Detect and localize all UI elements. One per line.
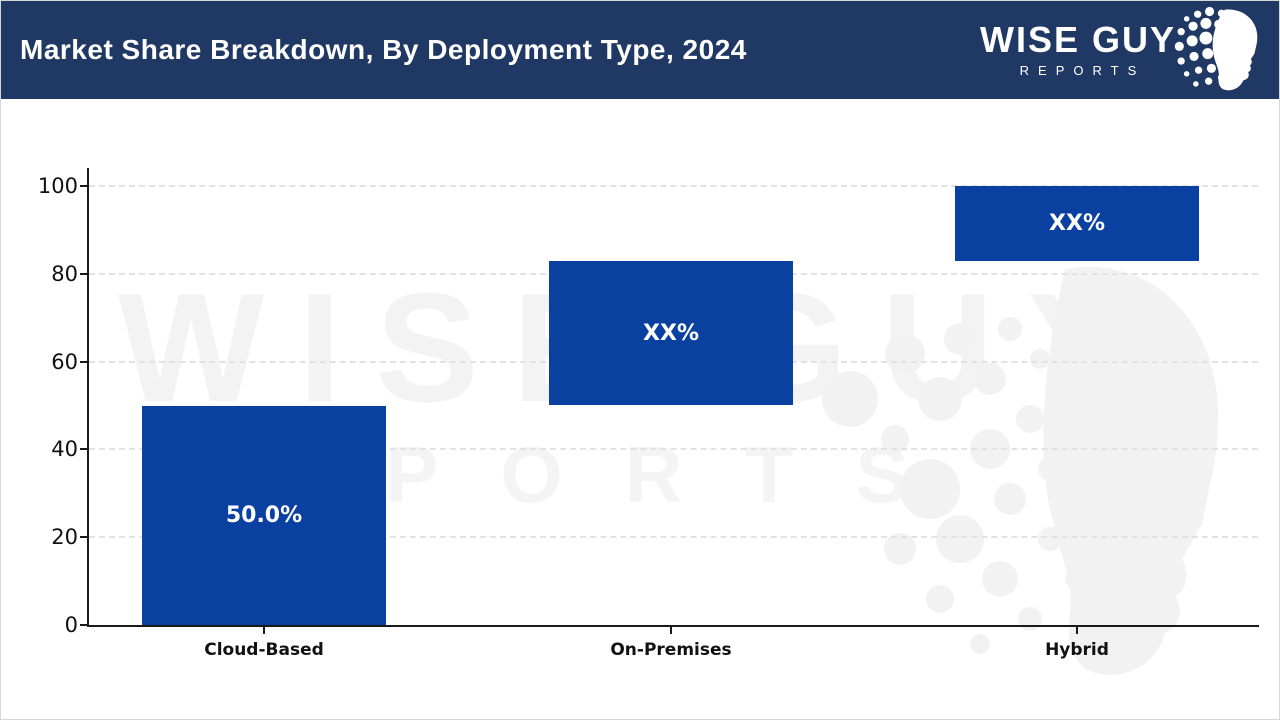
logo-head-profile-icon [1174, 6, 1258, 90]
bar-value-label: XX% [643, 320, 699, 346]
x-tick-mark-1 [670, 627, 672, 634]
bar-value-label: XX% [1049, 210, 1105, 236]
x-tick-label-2: Hybrid [1045, 640, 1109, 660]
gridline-100 [89, 185, 1258, 187]
y-tick-label-40: 40 [51, 437, 78, 462]
wise-guy-logo: WISE GUY REPORTS [980, 6, 1262, 94]
y-tick-label-100: 100 [37, 174, 78, 198]
y-tick-mark-40 [80, 448, 87, 451]
gridline-40 [89, 448, 1258, 451]
x-tick-label-0: Cloud-Based [204, 640, 324, 660]
bar-hybrid: XX% [955, 186, 1199, 261]
y-tick-mark-60 [80, 360, 87, 363]
y-axis-line [87, 168, 89, 627]
y-tick-label-60: 60 [51, 349, 78, 374]
gridline-20 [89, 536, 1258, 539]
y-tick-mark-80 [80, 272, 87, 275]
x-tick-label-1: On-Premises [610, 640, 732, 660]
bar-on-premises: XX% [549, 260, 793, 406]
y-tick-mark-20 [80, 536, 87, 539]
x-tick-mark-0 [263, 627, 265, 634]
bar-value-label: 50.0% [225, 502, 303, 528]
bar-cloud-based: 50.0% [142, 405, 386, 625]
page-title: Market Share Breakdown, By Deployment Ty… [20, 33, 747, 65]
logo-subtitle: REPORTS [1019, 63, 1146, 78]
y-tick-mark-0 [80, 624, 87, 626]
y-tick-label-0: 0 [64, 613, 78, 637]
x-tick-mark-2 [1076, 627, 1078, 634]
header-bar: Market Share Breakdown, By Deployment Ty… [0, 0, 1280, 99]
x-axis-line [87, 625, 1259, 627]
logo-text: WISE GUY REPORTS [979, 19, 1176, 78]
y-tick-label-20: 20 [51, 525, 78, 550]
y-tick-mark-100 [80, 185, 87, 187]
logo-wordmark: WISE GUY [979, 19, 1176, 60]
y-tick-label-80: 80 [51, 261, 78, 286]
